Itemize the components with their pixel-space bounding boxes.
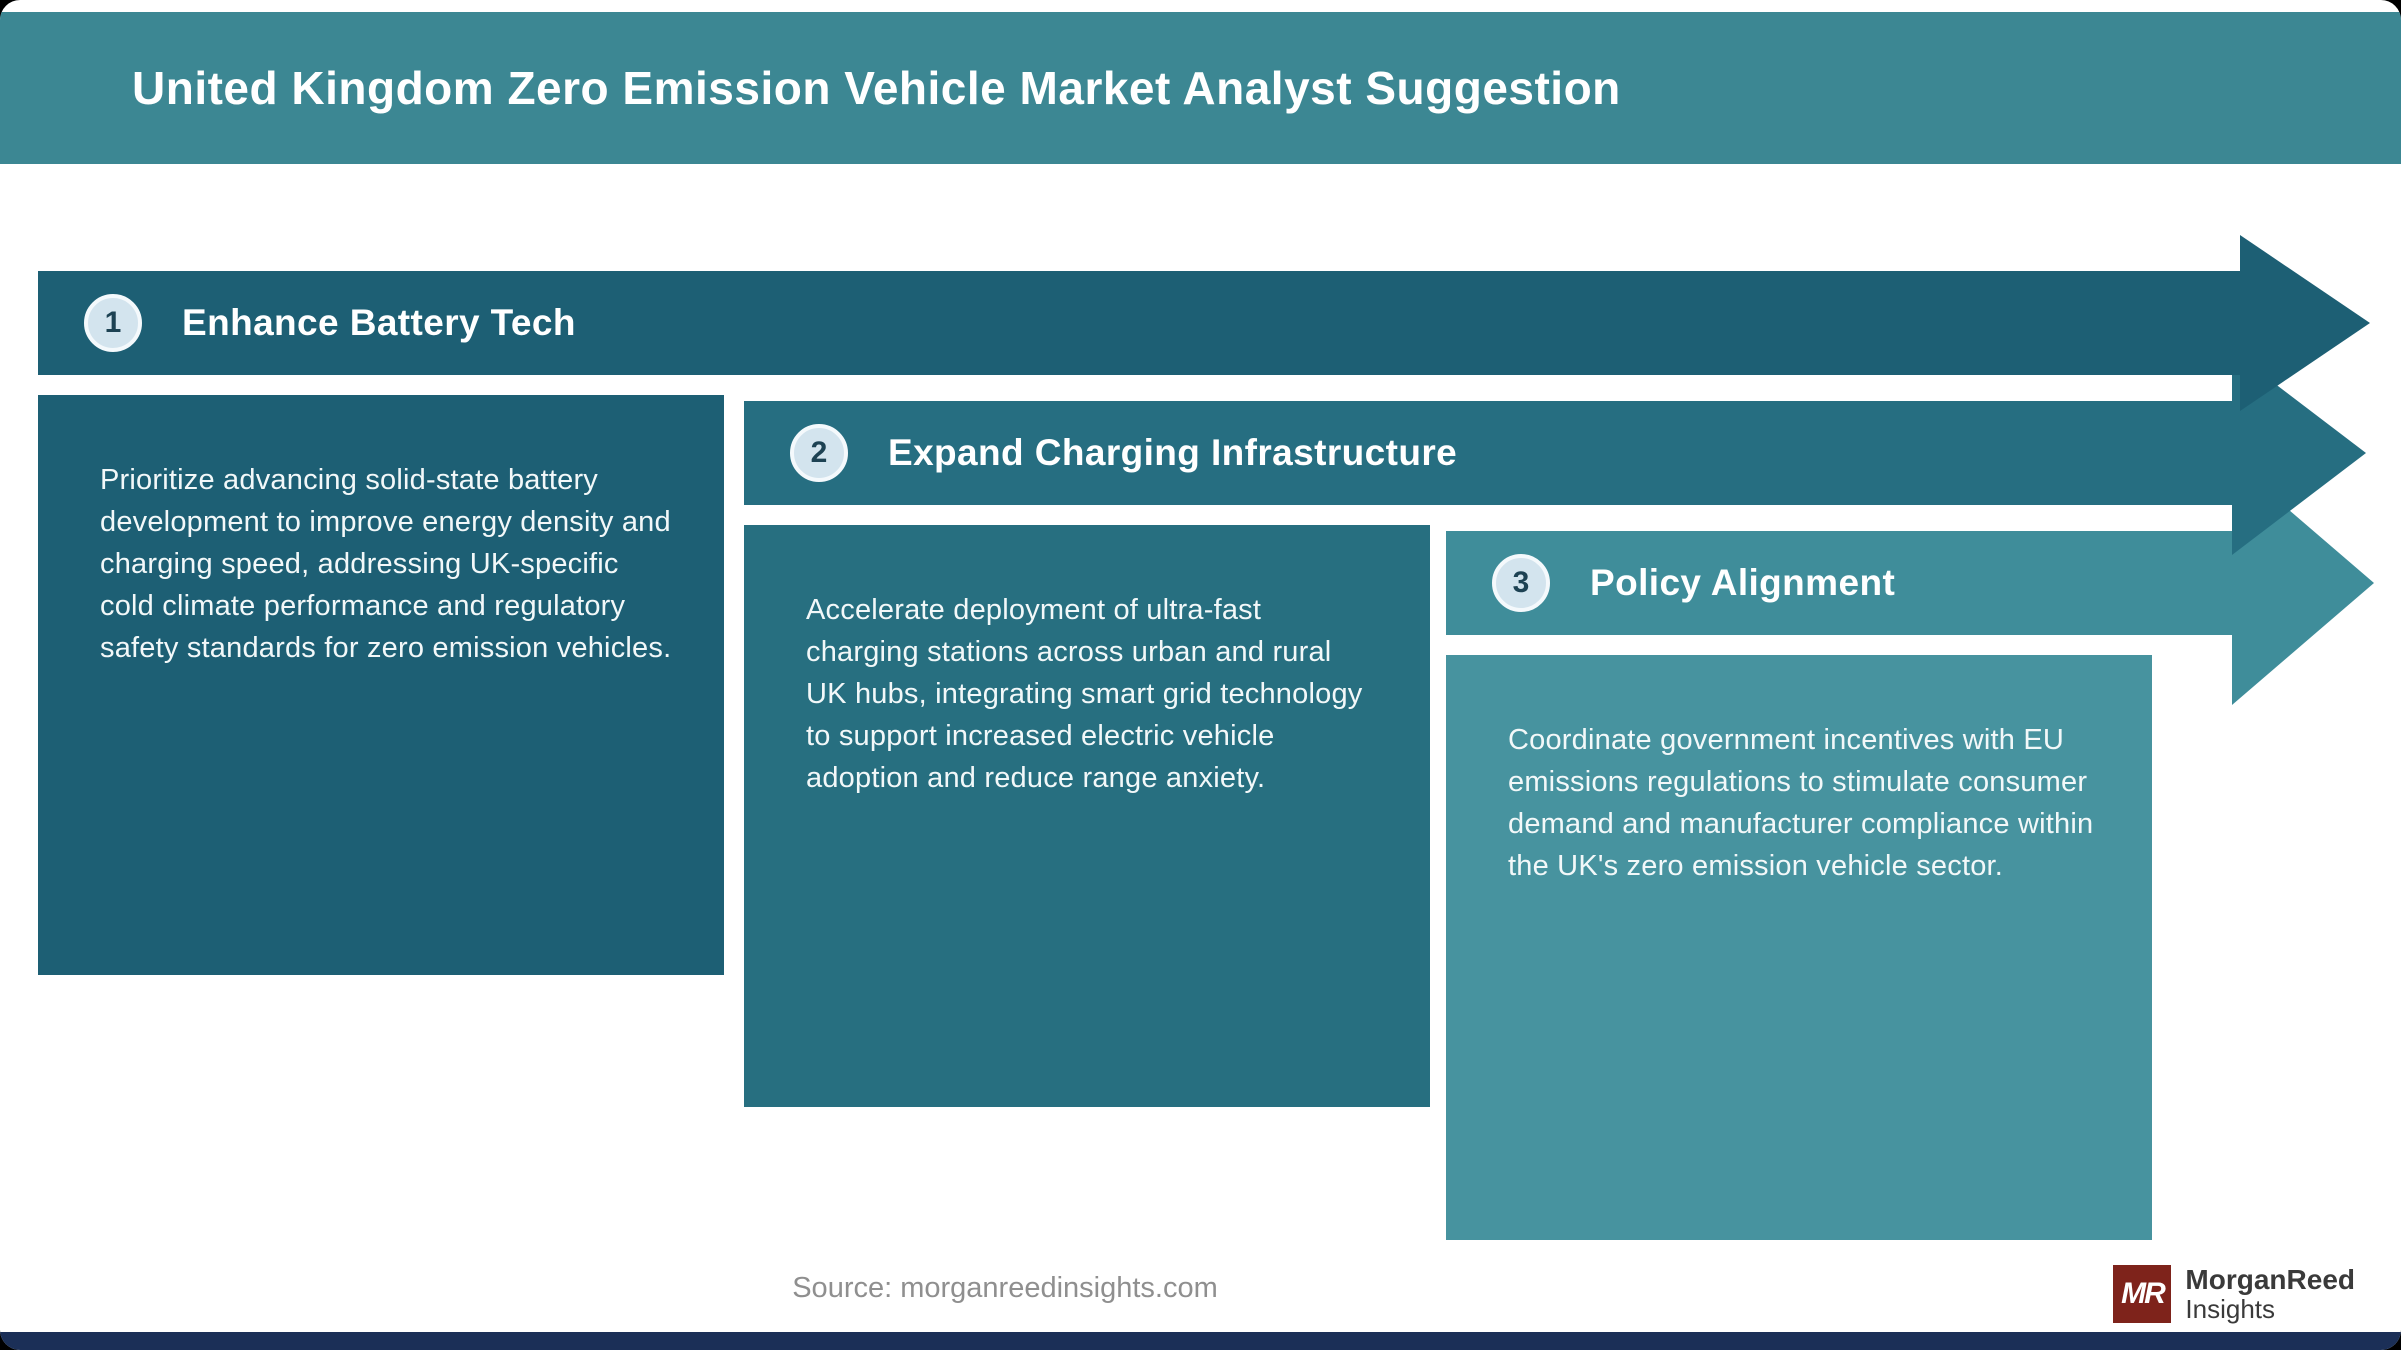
- bottom-accent-bar: [0, 1332, 2401, 1350]
- step-description: Coordinate government incentives with EU…: [1508, 724, 2094, 883]
- step-title: Enhance Battery Tech: [182, 302, 576, 343]
- step-title: Policy Alignment: [1590, 562, 1896, 603]
- step-description: Accelerate deployment of ultra-fast char…: [806, 594, 1363, 795]
- step-description-box-3: Coordinate government incentives with EU…: [1446, 655, 2152, 1240]
- arrow-head-icon: [2240, 235, 2370, 411]
- logo-mark-icon: MR: [2113, 1265, 2172, 1324]
- step-banner-band: 2 Expand Charging Infrastructure: [744, 401, 2232, 505]
- source-text: Source: morganreedinsights.com: [792, 1272, 1218, 1304]
- header: United Kingdom Zero Emission Vehicle Mar…: [0, 12, 2401, 164]
- step-banner-band: 1 Enhance Battery Tech: [38, 271, 2240, 375]
- logo-text: MorganReed Insights: [2185, 1263, 2355, 1325]
- logo-name: MorganReed: [2185, 1263, 2355, 1295]
- step-banner-band: 3 Policy Alignment: [1446, 531, 2232, 635]
- step-description-box-2: Accelerate deployment of ultra-fast char…: [744, 525, 1430, 1107]
- page-title: United Kingdom Zero Emission Vehicle Mar…: [132, 61, 1621, 114]
- step-banner-1: 1 Enhance Battery Tech: [38, 235, 2370, 411]
- step-banner-3: 3 Policy Alignment: [1446, 461, 2374, 705]
- step-banner-2: 2 Expand Charging Infrastructure: [744, 351, 2366, 555]
- step-description: Prioritize advancing solid-state battery…: [100, 464, 672, 665]
- step-title: Expand Charging Infrastructure: [888, 432, 1458, 473]
- step-number-badge: 3: [1492, 554, 1550, 612]
- logo-tagline: Insights: [2185, 1294, 2276, 1325]
- step-number-badge: 2: [790, 424, 848, 482]
- step-number-badge: 1: [84, 294, 142, 352]
- step-description-box-1: Prioritize advancing solid-state battery…: [38, 395, 724, 975]
- logo: MR MorganReed Insights: [2113, 1263, 2355, 1325]
